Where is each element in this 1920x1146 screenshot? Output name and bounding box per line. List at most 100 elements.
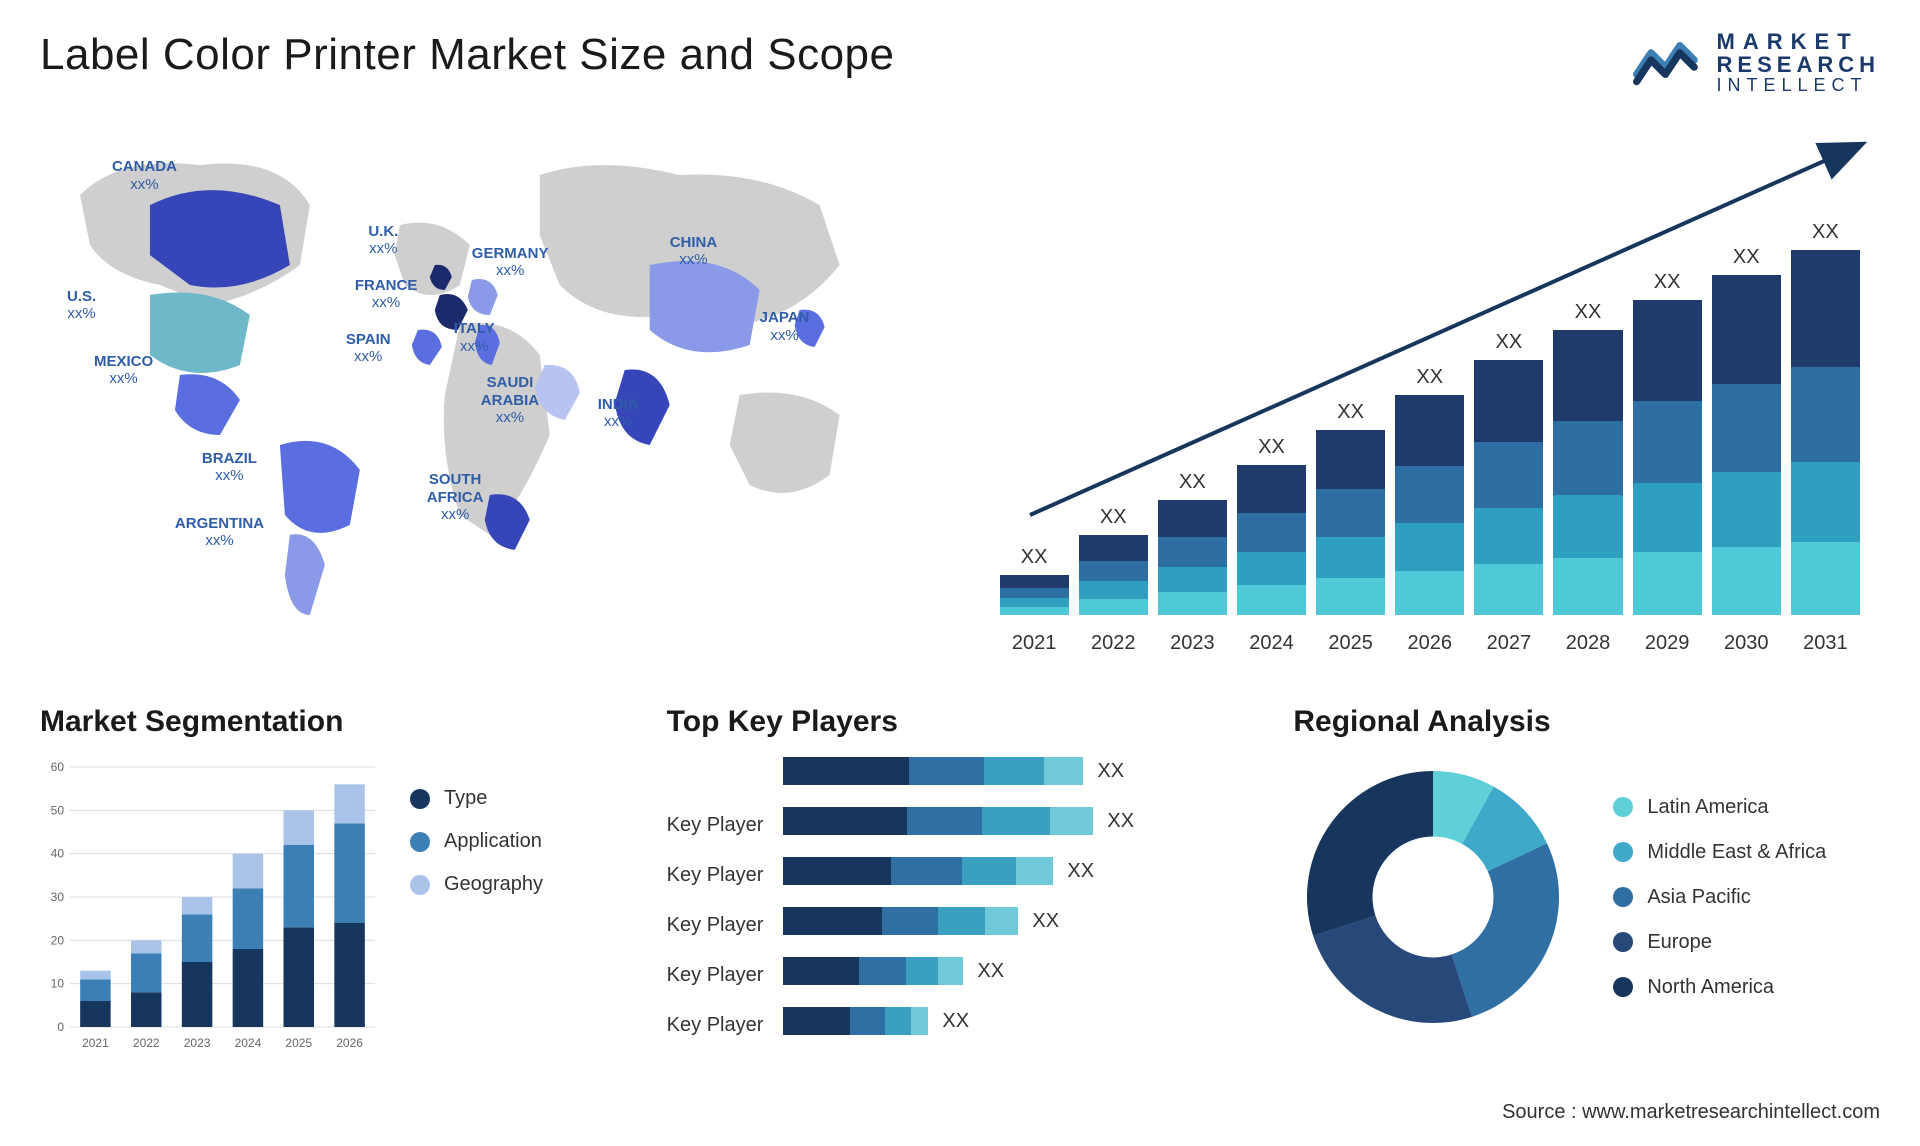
key-player-bar-row: XX: [783, 807, 1253, 835]
brand-line1: MARKET: [1717, 30, 1880, 53]
growth-bar-segment: [1791, 542, 1860, 615]
segmentation-bar-segment: [233, 949, 264, 1027]
legend-label: Europe: [1647, 931, 1712, 954]
legend-item: Application: [410, 830, 543, 853]
legend-item: North America: [1613, 976, 1826, 999]
growth-bar-segment: [1474, 508, 1543, 564]
growth-bar-segment: [1316, 578, 1385, 615]
growth-bar-value: XX: [1496, 331, 1523, 354]
map-country-label: JAPANxx%: [760, 309, 810, 344]
key-player-bar-row: XX: [783, 957, 1253, 985]
legend-label: North America: [1647, 976, 1774, 999]
growth-bar-segment: [1000, 575, 1069, 588]
legend-item: Asia Pacific: [1613, 886, 1826, 909]
regional-title: Regional Analysis: [1293, 705, 1880, 739]
growth-bar-segment: [1316, 537, 1385, 578]
map-country-label: CANADAxx%: [112, 158, 177, 193]
key-player-bar-segment: [1050, 807, 1093, 835]
regional-donut-chart: [1293, 757, 1573, 1037]
segmentation-bar-segment: [131, 992, 162, 1027]
growth-bar-segment: [1712, 547, 1781, 615]
legend-label: Latin America: [1647, 796, 1768, 819]
legend-swatch-icon: [410, 832, 430, 852]
key-player-label: Key Player: [667, 1011, 764, 1039]
growth-bar-segment: [1553, 421, 1622, 495]
growth-year-label: 2026: [1395, 624, 1464, 655]
segmentation-bar-segment: [284, 810, 315, 845]
donut-slice: [1314, 916, 1473, 1023]
donut-slice: [1307, 771, 1433, 936]
growth-bar-segment: [1237, 513, 1306, 552]
segmentation-chart: 0102030405060202120222023202420252026: [40, 757, 380, 1057]
growth-bar-column: XX: [1237, 436, 1306, 615]
growth-bar-value: XX: [1179, 471, 1206, 494]
legend-label: Application: [444, 830, 542, 853]
map-country-label: CHINAxx%: [670, 234, 718, 269]
segmentation-bar-segment: [284, 927, 315, 1027]
svg-text:20: 20: [51, 933, 65, 947]
growth-bar-value: XX: [1733, 246, 1760, 269]
key-player-bar-segment: [783, 857, 891, 885]
svg-text:2024: 2024: [235, 1036, 262, 1050]
growth-bar-column: XX: [1474, 331, 1543, 615]
map-country-label: ITALYxx%: [454, 320, 495, 355]
key-player-label: Key Player: [667, 861, 764, 889]
world-map-panel: CANADAxx%U.S.xx%MEXICOxx%BRAZILxx%ARGENT…: [40, 115, 940, 655]
growth-bar-column: XX: [1791, 221, 1860, 615]
segmentation-panel: Market Segmentation 01020304050602021202…: [40, 705, 627, 1085]
growth-year-label: 2023: [1158, 624, 1227, 655]
growth-bar-segment: [1158, 500, 1227, 537]
key-player-bar-segment: [859, 957, 906, 985]
key-player-bar-segment: [938, 907, 985, 935]
growth-bar-column: XX: [1633, 271, 1702, 615]
legend-swatch-icon: [1613, 887, 1633, 907]
map-country-label: U.K.xx%: [368, 223, 398, 258]
key-player-bar-segment: [783, 907, 882, 935]
segmentation-bar-segment: [80, 979, 111, 1001]
growth-bar-segment: [1079, 581, 1148, 599]
growth-bar-segment: [1079, 535, 1148, 561]
growth-bar-segment: [1395, 523, 1464, 571]
legend-swatch-icon: [410, 875, 430, 895]
growth-bar-value: XX: [1416, 366, 1443, 389]
key-player-bar-row: XX: [783, 1007, 1253, 1035]
growth-bar-segment: [1316, 489, 1385, 537]
map-country-label: FRANCExx%: [355, 277, 418, 312]
key-player-bar-segment: [850, 1007, 885, 1035]
growth-bar-value: XX: [1258, 436, 1285, 459]
growth-bar-segment: [1000, 607, 1069, 615]
segmentation-legend: Type Application Geography: [410, 787, 543, 896]
growth-bar-segment: [1237, 465, 1306, 513]
key-player-bar-segment: [882, 907, 938, 935]
brand-line2: RESEARCH: [1717, 53, 1880, 76]
brand-line3: INTELLECT: [1717, 76, 1880, 95]
growth-bar-value: XX: [1337, 401, 1364, 424]
growth-bar-segment: [1158, 592, 1227, 615]
key-player-bar-row: XX: [783, 757, 1253, 785]
growth-year-label: 2021: [1000, 624, 1069, 655]
key-players-bars: XX XX XX XX XX XX: [783, 757, 1253, 1039]
growth-bar-segment: [1633, 552, 1702, 615]
growth-year-label: 2029: [1633, 624, 1702, 655]
growth-bar-segment: [1474, 360, 1543, 442]
growth-bar-value: XX: [1100, 506, 1127, 529]
key-player-bar-segment: [1044, 757, 1083, 785]
key-player-bar-segment: [906, 957, 938, 985]
growth-bar-value: XX: [1654, 271, 1681, 294]
key-player-bar-row: XX: [783, 907, 1253, 935]
regional-legend: Latin America Middle East & Africa Asia Pa…: [1613, 796, 1826, 999]
regional-panel: Regional Analysis Latin America Middle Ea…: [1293, 705, 1880, 1085]
brand-block: MARKET RESEARCH INTELLECT: [1633, 30, 1880, 95]
growth-bar-column: XX: [1553, 301, 1622, 615]
growth-bar-segment: [1395, 571, 1464, 615]
legend-label: Type: [444, 787, 487, 810]
legend-label: Geography: [444, 873, 543, 896]
svg-text:2021: 2021: [82, 1036, 109, 1050]
segmentation-bar-segment: [182, 914, 213, 962]
svg-text:30: 30: [51, 890, 65, 904]
key-player-bar-segment: [982, 807, 1050, 835]
segmentation-bar-segment: [80, 1001, 111, 1027]
growth-year-label: 2022: [1079, 624, 1148, 655]
legend-label: Middle East & Africa: [1647, 841, 1826, 864]
key-player-bar-row: XX: [783, 857, 1253, 885]
